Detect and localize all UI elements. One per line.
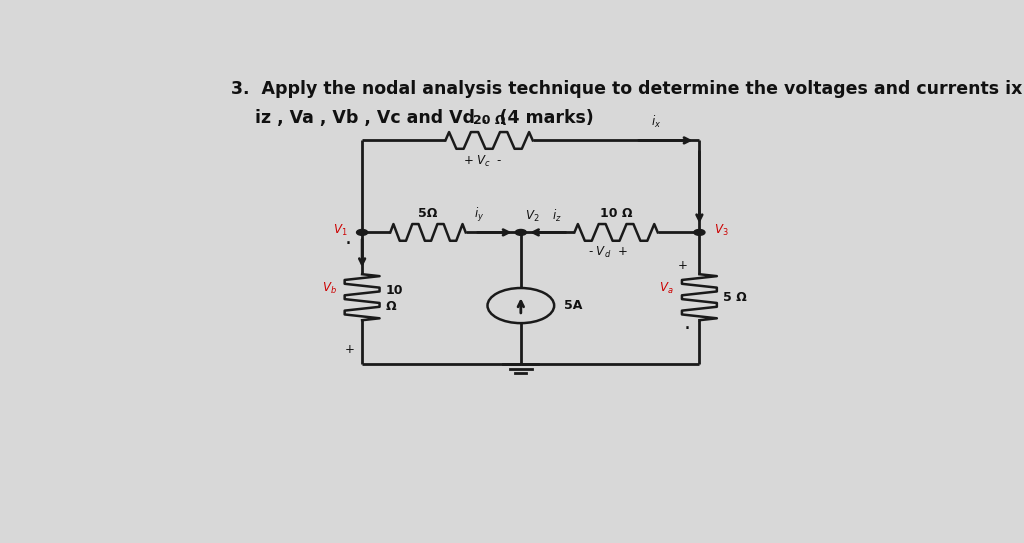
Circle shape (356, 230, 368, 235)
Text: $i_x$: $i_x$ (650, 114, 660, 130)
Text: $V_2$: $V_2$ (524, 209, 540, 224)
Text: + $V_c$  -: + $V_c$ - (463, 154, 503, 169)
Text: $i_y$: $i_y$ (474, 206, 484, 224)
Text: +: + (344, 343, 354, 356)
Text: $V_b$: $V_b$ (322, 281, 337, 296)
Circle shape (694, 230, 705, 235)
Text: 5Ω: 5Ω (418, 207, 437, 220)
Text: - $V_d$  +: - $V_d$ + (589, 245, 628, 260)
Text: 3.  Apply the nodal analysis technique to determine the voltages and currents ix: 3. Apply the nodal analysis technique to… (231, 80, 1024, 98)
Circle shape (515, 230, 526, 235)
Text: Ω: Ω (386, 300, 396, 313)
Text: $V_3$: $V_3$ (714, 223, 728, 238)
Text: 20 Ω: 20 Ω (473, 114, 505, 127)
Text: 10: 10 (386, 285, 403, 298)
Text: $i_z$: $i_z$ (552, 208, 561, 224)
Text: $V_1$: $V_1$ (333, 223, 348, 238)
Text: 10 Ω: 10 Ω (600, 207, 632, 220)
Text: ·: · (344, 234, 351, 254)
Text: +: + (678, 260, 687, 273)
Text: $V_a$: $V_a$ (659, 281, 674, 296)
Text: 5A: 5A (564, 299, 583, 312)
Text: iz , Va , Vb , Vc and Vd .  (4 marks): iz , Va , Vb , Vc and Vd . (4 marks) (231, 109, 594, 127)
Text: 5 Ω: 5 Ω (723, 291, 746, 304)
Text: ·: · (684, 319, 691, 339)
